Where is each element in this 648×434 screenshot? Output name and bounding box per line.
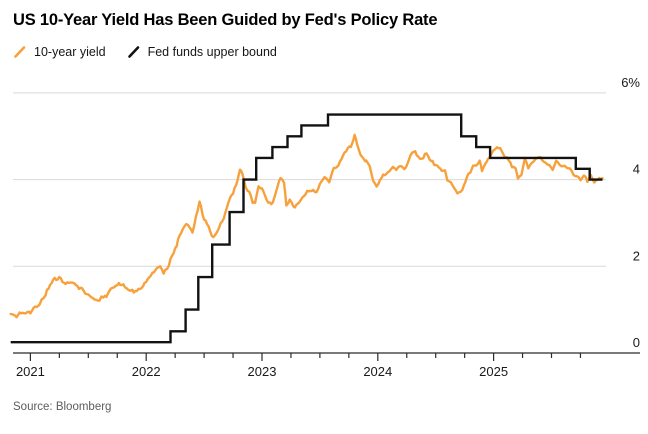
x-axis-label: 2022 [132,364,161,379]
ten-year-yield-line [9,133,604,319]
x-axis-label: 2023 [248,364,277,379]
legend-label: Fed funds upper bound [147,45,277,59]
legend-item-10-year-yield: 10-year yield [13,45,106,59]
source-attribution: Source: Bloomberg [13,401,112,413]
y-axis-label: 4 [633,162,640,177]
y-axis-label: 0 [633,335,640,350]
legend-item-fed-funds: Fed funds upper bound [127,45,277,59]
chart-legend: 10-year yield Fed funds upper bound [13,45,277,59]
yield-swatch-icon [14,46,26,58]
y-axis-label: 2 [633,248,640,263]
chart-title: US 10-Year Yield Has Been Guided by Fed'… [13,11,438,29]
fed-funds-upper-bound-line [10,113,603,344]
x-axis-label: 2025 [479,364,508,379]
fed-funds-swatch-icon [127,46,139,58]
x-axis-label: 2021 [16,364,45,379]
y-axis-label: 6% [621,75,640,90]
x-axis-label: 2024 [363,364,392,379]
legend-label: 10-year yield [34,45,106,59]
